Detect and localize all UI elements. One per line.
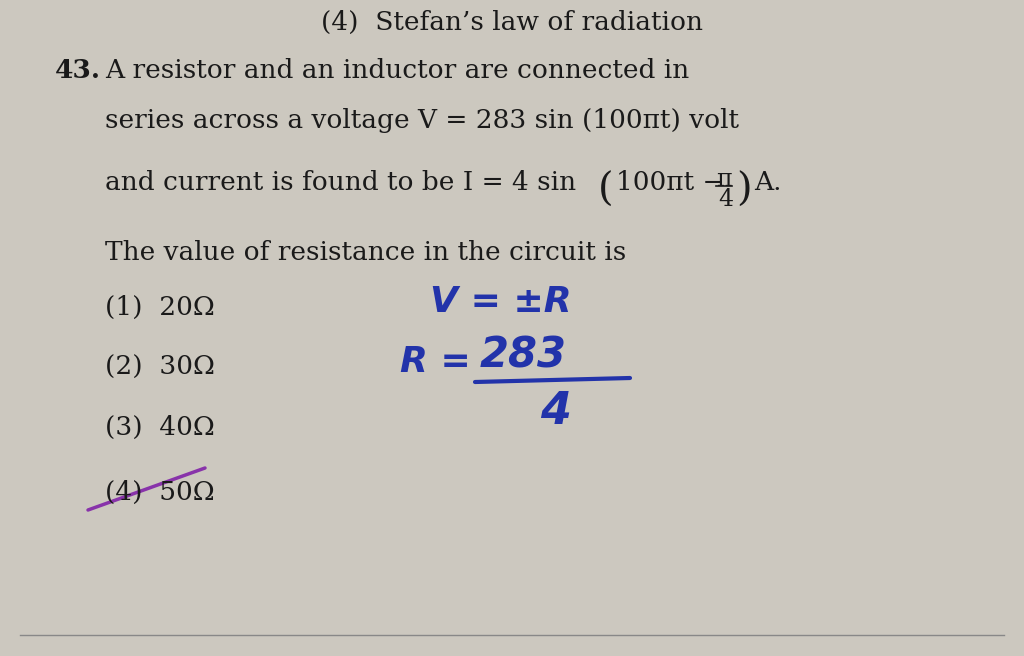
- Text: The value of resistance in the circuit is: The value of resistance in the circuit i…: [105, 240, 627, 265]
- Text: and current is found to be I = 4 sin: and current is found to be I = 4 sin: [105, 170, 577, 195]
- Text: (1)  20Ω: (1) 20Ω: [105, 295, 215, 320]
- Text: 4: 4: [718, 188, 733, 211]
- Text: (2)  30Ω: (2) 30Ω: [105, 355, 215, 380]
- Text: 283: 283: [480, 335, 567, 377]
- Text: A.: A.: [754, 170, 781, 195]
- Text: (: (: [598, 172, 613, 209]
- Text: π: π: [716, 168, 731, 191]
- Text: ): ): [736, 172, 752, 209]
- Text: 100πt −: 100πt −: [616, 170, 725, 195]
- Text: R =: R =: [400, 345, 471, 379]
- Text: (4)  Stefan’s law of radiation: (4) Stefan’s law of radiation: [321, 10, 703, 35]
- Text: 43.: 43.: [55, 58, 101, 83]
- Text: (4)  50Ω: (4) 50Ω: [105, 480, 215, 505]
- Text: (3)  40Ω: (3) 40Ω: [105, 415, 215, 440]
- Text: series across a voltage V = 283 sin (100πt) volt: series across a voltage V = 283 sin (100…: [105, 108, 739, 133]
- Text: 4: 4: [540, 390, 571, 433]
- Text: A resistor and an inductor are connected in: A resistor and an inductor are connected…: [105, 58, 689, 83]
- Text: V = ±R: V = ±R: [430, 285, 571, 319]
